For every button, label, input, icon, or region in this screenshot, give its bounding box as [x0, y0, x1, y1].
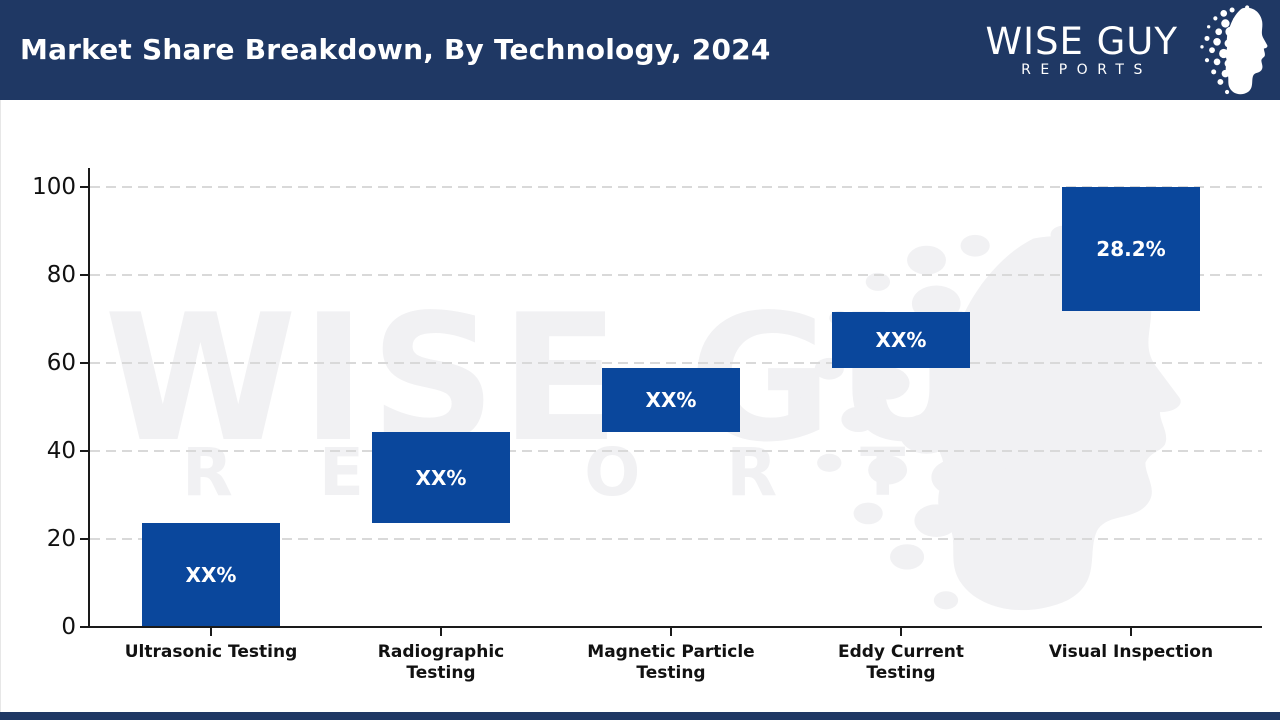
bar-segment-2: XX% — [602, 367, 740, 433]
y-tick-100 — [80, 186, 88, 188]
category-label-4: Visual Inspection — [1048, 642, 1214, 662]
y-tick-80 — [80, 274, 88, 276]
bar-segment-3: XX% — [832, 311, 970, 368]
bar-segment-4: 28.2% — [1062, 187, 1200, 312]
logo-wordmark: WISE GUY — [985, 20, 1178, 63]
y-tick-label-100: 100 — [32, 174, 76, 200]
gridline-20 — [90, 538, 1262, 540]
bar-segment-1: XX% — [372, 432, 510, 524]
category-label-2: Magnetic Particle Testing — [587, 642, 755, 683]
x-tick-2 — [670, 628, 672, 636]
y-tick-40 — [80, 450, 88, 452]
bar-value-label-3: XX% — [875, 327, 927, 352]
bar-value-label-1: XX% — [415, 465, 467, 490]
category-label-3: Eddy Current Testing — [837, 642, 965, 683]
x-tick-3 — [900, 628, 902, 636]
category-label-0: Ultrasonic Testing — [124, 642, 298, 662]
wise-guy-logo: WISE GUY REPORTS — [985, 20, 1178, 79]
bar-value-label-4: 28.2% — [1096, 237, 1166, 262]
y-tick-label-0: 0 — [61, 614, 76, 640]
y-tick-label-20: 20 — [46, 526, 76, 552]
y-tick-60 — [80, 362, 88, 364]
y-tick-0 — [80, 626, 88, 628]
bar-value-label-0: XX% — [185, 563, 237, 588]
logo-subtext: REPORTS — [1021, 62, 1152, 78]
category-label-1: Radiographic Testing — [377, 642, 505, 683]
gridline-80 — [90, 274, 1262, 276]
y-axis-line — [88, 168, 90, 628]
x-tick-1 — [440, 628, 442, 636]
gridline-60 — [90, 362, 1262, 364]
y-tick-20 — [80, 538, 88, 540]
y-tick-label-40: 40 — [46, 438, 76, 464]
bar-value-label-2: XX% — [645, 387, 697, 412]
x-tick-4 — [1130, 628, 1132, 636]
y-tick-label-60: 60 — [46, 350, 76, 376]
footer-bar — [0, 712, 1280, 720]
x-axis-line — [88, 626, 1262, 628]
page-title: Market Share Breakdown, By Technology, 2… — [20, 33, 771, 66]
page-left-border — [0, 100, 1, 720]
gridline-100 — [90, 186, 1262, 188]
y-tick-label-80: 80 — [46, 262, 76, 288]
header-bar: Market Share Breakdown, By Technology, 2… — [0, 0, 1280, 100]
x-tick-0 — [210, 628, 212, 636]
gridline-40 — [90, 450, 1262, 452]
logo-face-icon — [1182, 5, 1278, 97]
bar-segment-0: XX% — [142, 523, 280, 627]
